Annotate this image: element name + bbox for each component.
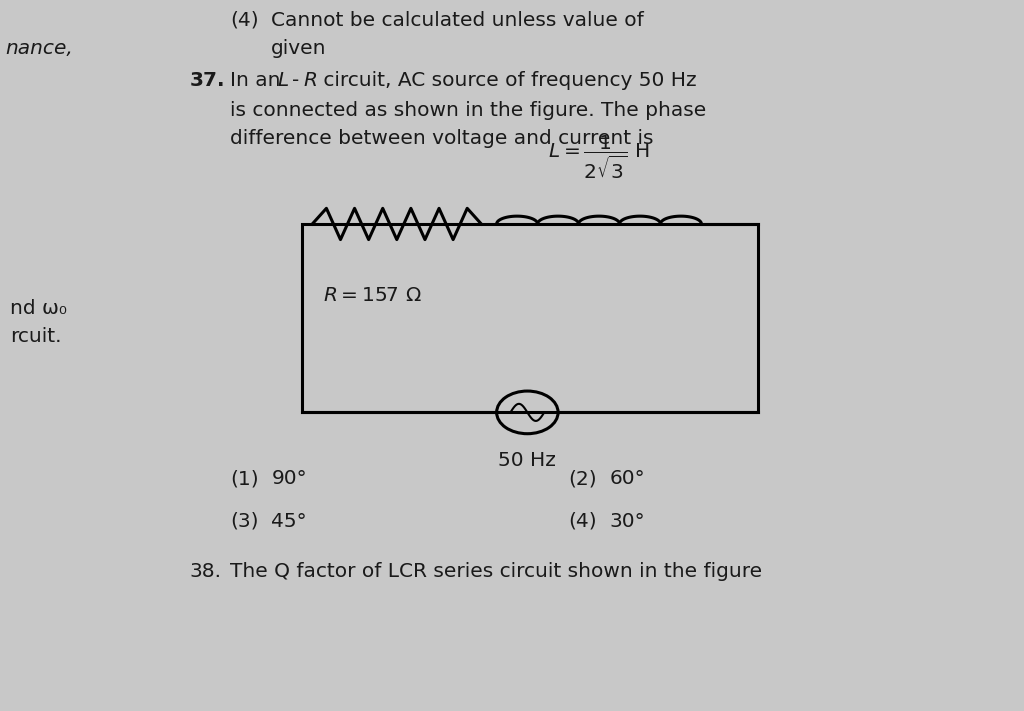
Text: (4): (4) [230,11,259,30]
Text: is connected as shown in the figure. The phase: is connected as shown in the figure. The… [230,101,707,120]
Text: In an: In an [230,71,288,90]
Text: (3): (3) [230,512,259,531]
Text: 37.: 37. [189,71,225,90]
Text: (2): (2) [568,469,597,488]
Text: 30°: 30° [609,512,645,531]
Text: circuit, AC source of frequency 50 Hz: circuit, AC source of frequency 50 Hz [317,71,697,90]
Text: 45°: 45° [271,512,307,531]
Text: rcuit.: rcuit. [10,327,61,346]
Text: 50 Hz: 50 Hz [499,451,556,471]
Text: difference between voltage and current is: difference between voltage and current i… [230,129,654,149]
Text: nd ω₀: nd ω₀ [10,299,68,318]
Text: L: L [278,71,289,90]
Text: $L = \dfrac{1}{2\sqrt{3}}\ \mathrm{H}$: $L = \dfrac{1}{2\sqrt{3}}\ \mathrm{H}$ [548,134,650,181]
Text: 90°: 90° [271,469,307,488]
Text: (1): (1) [230,469,259,488]
Text: Cannot be calculated unless value of: Cannot be calculated unless value of [271,11,644,30]
Text: R: R [303,71,317,90]
Text: 60°: 60° [609,469,645,488]
Text: -: - [292,71,299,90]
Text: (4): (4) [568,512,597,531]
Text: $R = 157\ \Omega$: $R = 157\ \Omega$ [323,286,421,304]
Text: 38.: 38. [189,562,221,581]
Text: The Q factor of LCR series circuit shown in the figure: The Q factor of LCR series circuit shown… [230,562,763,581]
Text: given: given [271,39,327,58]
Text: nance,: nance, [5,39,73,58]
